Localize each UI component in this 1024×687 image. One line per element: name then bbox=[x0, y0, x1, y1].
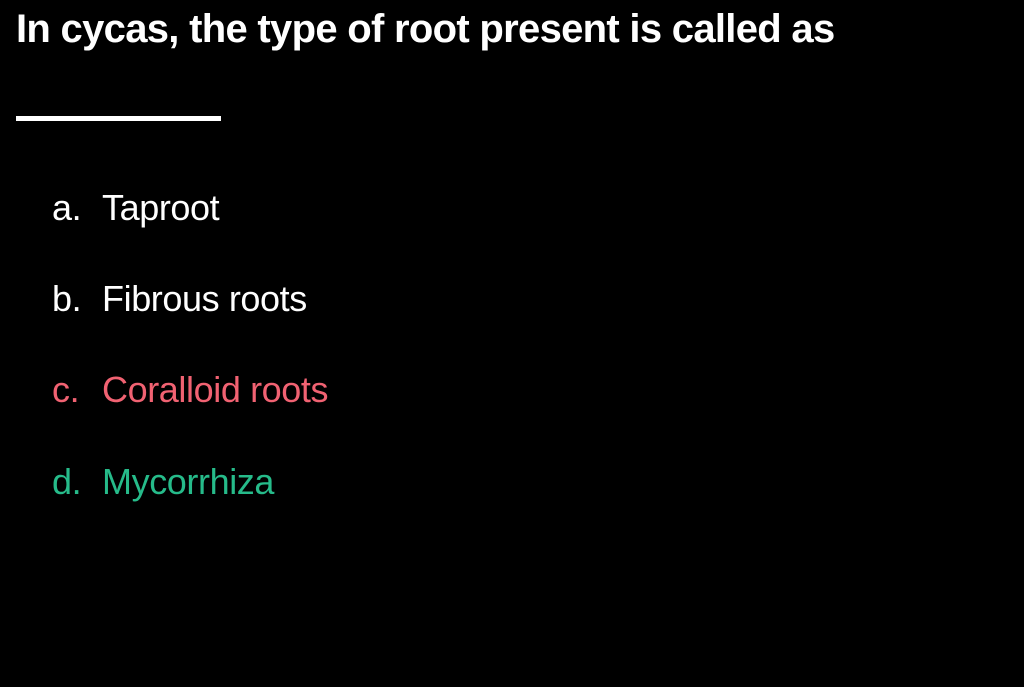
option-text: Taproot bbox=[102, 186, 219, 229]
option-letter: b. bbox=[52, 277, 102, 320]
option-a[interactable]: a. Taproot bbox=[52, 186, 1024, 229]
quiz-container: In cycas, the type of root present is ca… bbox=[0, 0, 1024, 503]
option-d[interactable]: d. Mycorrhiza bbox=[52, 460, 1024, 503]
option-text: Mycorrhiza bbox=[102, 460, 274, 503]
question-text: In cycas, the type of root present is ca… bbox=[16, 6, 1024, 52]
option-letter: a. bbox=[52, 186, 102, 229]
option-letter: d. bbox=[52, 460, 102, 503]
fill-in-blank-line bbox=[16, 116, 221, 121]
option-letter: c. bbox=[52, 368, 102, 411]
options-list: a. Taproot b. Fibrous roots c. Coralloid… bbox=[16, 186, 1024, 503]
option-b[interactable]: b. Fibrous roots bbox=[52, 277, 1024, 320]
option-c[interactable]: c. Coralloid roots bbox=[52, 368, 1024, 411]
option-text: Coralloid roots bbox=[102, 368, 328, 411]
option-text: Fibrous roots bbox=[102, 277, 307, 320]
